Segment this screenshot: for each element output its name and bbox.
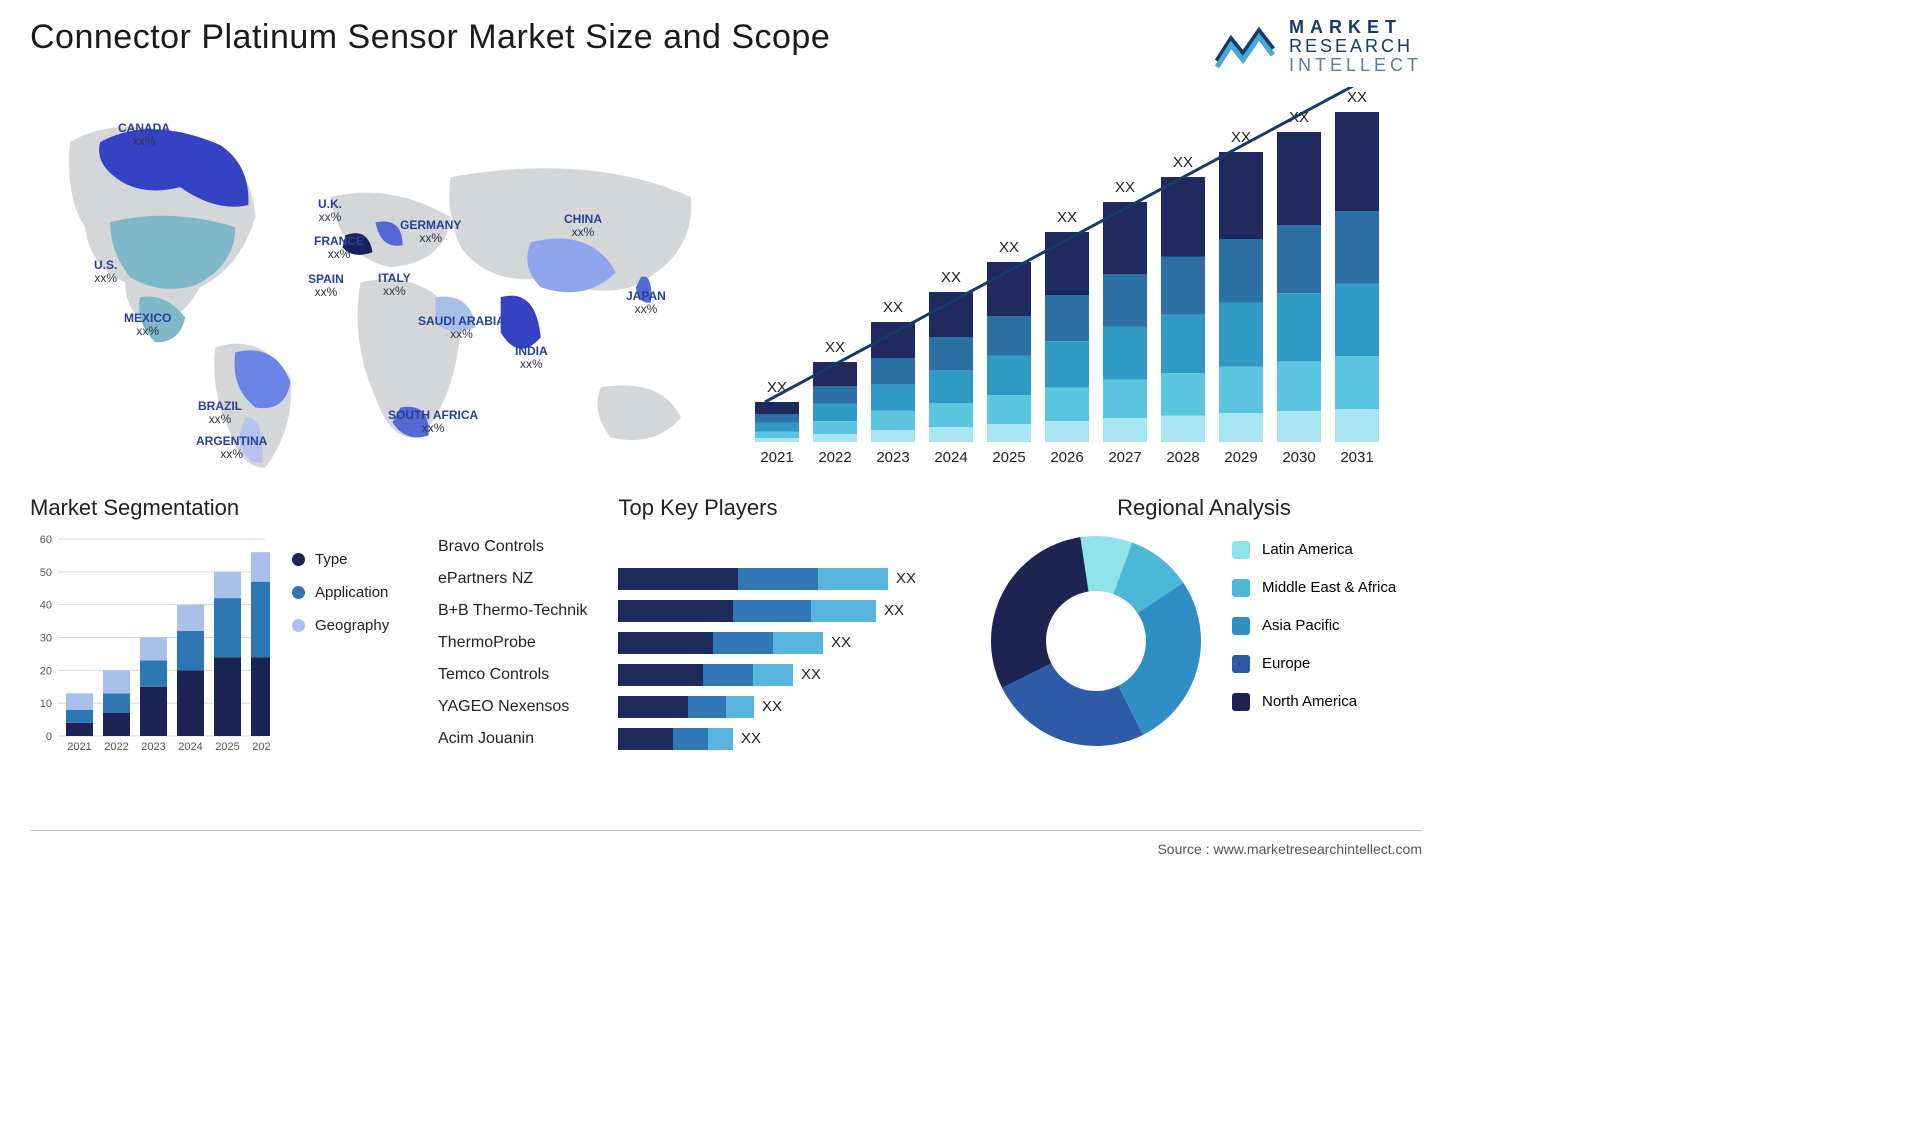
svg-text:2026: 2026 [252,741,270,753]
player-row: Temco Controls XX [438,659,958,691]
svg-text:2028: 2028 [1166,449,1199,466]
seg-legend-geography: Geography [292,617,389,634]
map-label-u-s-: U.S.xx% [94,259,117,287]
svg-text:2021: 2021 [67,741,91,753]
regional-donut-chart [986,531,1206,751]
svg-text:2027: 2027 [1108,449,1141,466]
map-label-spain: SPAINxx% [308,273,344,301]
page-title: Connector Platinum Sensor Market Size an… [30,18,830,57]
players-title: Top Key Players [438,495,958,521]
logo-line3: INTELLECT [1289,56,1422,75]
svg-text:2023: 2023 [141,741,165,753]
logo-line1: MARKET [1289,18,1422,37]
svg-text:XX: XX [825,339,845,356]
map-label-china: CHINAxx% [564,213,602,241]
map-label-france: FRANCExx% [314,235,364,263]
svg-text:2024: 2024 [178,741,202,753]
svg-text:50: 50 [40,567,52,579]
player-name: B+B Thermo-Technik [438,602,618,620]
brand-logo: MARKET RESEARCH INTELLECT [1213,18,1422,75]
player-name: Acim Jouanin [438,730,618,748]
svg-text:60: 60 [40,534,52,546]
regional-analysis-panel: Regional Analysis Latin America Middle Ea… [986,495,1422,756]
market-growth-chart: XX 2021 XX 2022 XX 2023 XX 2024 XX 2025 XX 2026 XX 20… [741,87,1422,477]
player-row: ePartners NZ XX [438,563,958,595]
svg-text:XX: XX [1347,89,1367,106]
map-label-u-k-: U.K.xx% [318,198,342,226]
svg-text:2022: 2022 [104,741,128,753]
regional-legend-item: Asia Pacific [1232,617,1396,635]
market-segmentation-panel: Market Segmentation 0 10 20 30 40 50 60 2021 202… [30,495,410,756]
logo-line2: RESEARCH [1289,37,1422,56]
svg-text:XX: XX [883,299,903,316]
source-line: Source : www.marketresearchintellect.com [1157,841,1422,857]
player-name: Bravo Controls [438,538,618,556]
svg-text:20: 20 [40,665,52,677]
player-value: XX [801,666,821,683]
map-label-saudi-arabia: SAUDI ARABIAxx% [418,315,505,343]
svg-text:10: 10 [40,698,52,710]
svg-text:40: 40 [40,599,52,611]
player-value: XX [884,602,904,619]
player-row: YAGEO Nexensos XX [438,691,958,723]
map-label-brazil: BRAZILxx% [198,400,242,428]
svg-text:2025: 2025 [992,449,1025,466]
map-label-germany: GERMANYxx% [400,219,461,247]
segmentation-chart: 0 10 20 30 40 50 60 2021 2022 2023 2024 2025 2026 [30,531,270,756]
regional-legend-item: Europe [1232,655,1396,673]
top-key-players-panel: Top Key Players Bravo Controls ePartners … [438,495,958,756]
player-row: ThermoProbe XX [438,627,958,659]
player-value: XX [762,698,782,715]
svg-text:30: 30 [40,632,52,644]
svg-text:2029: 2029 [1224,449,1257,466]
regional-legend-item: Latin America [1232,541,1396,559]
svg-text:0: 0 [46,731,52,743]
svg-text:2025: 2025 [215,741,239,753]
svg-text:2026: 2026 [1050,449,1083,466]
player-row: B+B Thermo-Technik XX [438,595,958,627]
svg-text:XX: XX [1057,209,1077,226]
map-label-south-africa: SOUTH AFRICAxx% [388,409,478,437]
logo-icon [1213,21,1275,71]
segmentation-title: Market Segmentation [30,495,410,521]
svg-text:XX: XX [1173,154,1193,171]
player-name: ThermoProbe [438,634,618,652]
map-label-italy: ITALYxx% [378,272,411,300]
map-label-mexico: MEXICOxx% [124,312,171,340]
regional-legend-item: Middle East & Africa [1232,579,1396,597]
segmentation-legend: Type Application Geography [292,531,389,756]
svg-text:2021: 2021 [760,449,793,466]
map-label-canada: CANADAxx% [118,122,170,150]
seg-legend-type: Type [292,551,389,568]
svg-text:XX: XX [941,269,961,286]
player-value: XX [831,634,851,651]
footer-divider [30,830,1422,831]
player-name: ePartners NZ [438,570,618,588]
map-label-india: INDIAxx% [515,345,548,373]
svg-text:2030: 2030 [1282,449,1315,466]
player-value: XX [896,570,916,587]
regional-legend-item: North America [1232,693,1396,711]
svg-text:2023: 2023 [876,449,909,466]
svg-text:XX: XX [999,239,1019,256]
player-name: Temco Controls [438,666,618,684]
seg-legend-application: Application [292,584,389,601]
player-value: XX [741,730,761,747]
svg-text:2024: 2024 [934,449,967,466]
regional-legend: Latin America Middle East & Africa Asia Pa… [1232,531,1396,711]
player-row: Bravo Controls [438,531,958,563]
map-label-japan: JAPANxx% [626,290,666,318]
player-name: YAGEO Nexensos [438,698,618,716]
world-map: CANADAxx% U.S.xx% MEXICOxx% BRAZILxx% ARGENT… [30,87,711,477]
regional-title: Regional Analysis [986,495,1422,521]
map-label-argentina: ARGENTINAxx% [196,435,267,463]
svg-text:2031: 2031 [1340,449,1373,466]
svg-text:2022: 2022 [818,449,851,466]
svg-text:XX: XX [1115,179,1135,196]
player-row: Acim Jouanin XX [438,723,958,755]
